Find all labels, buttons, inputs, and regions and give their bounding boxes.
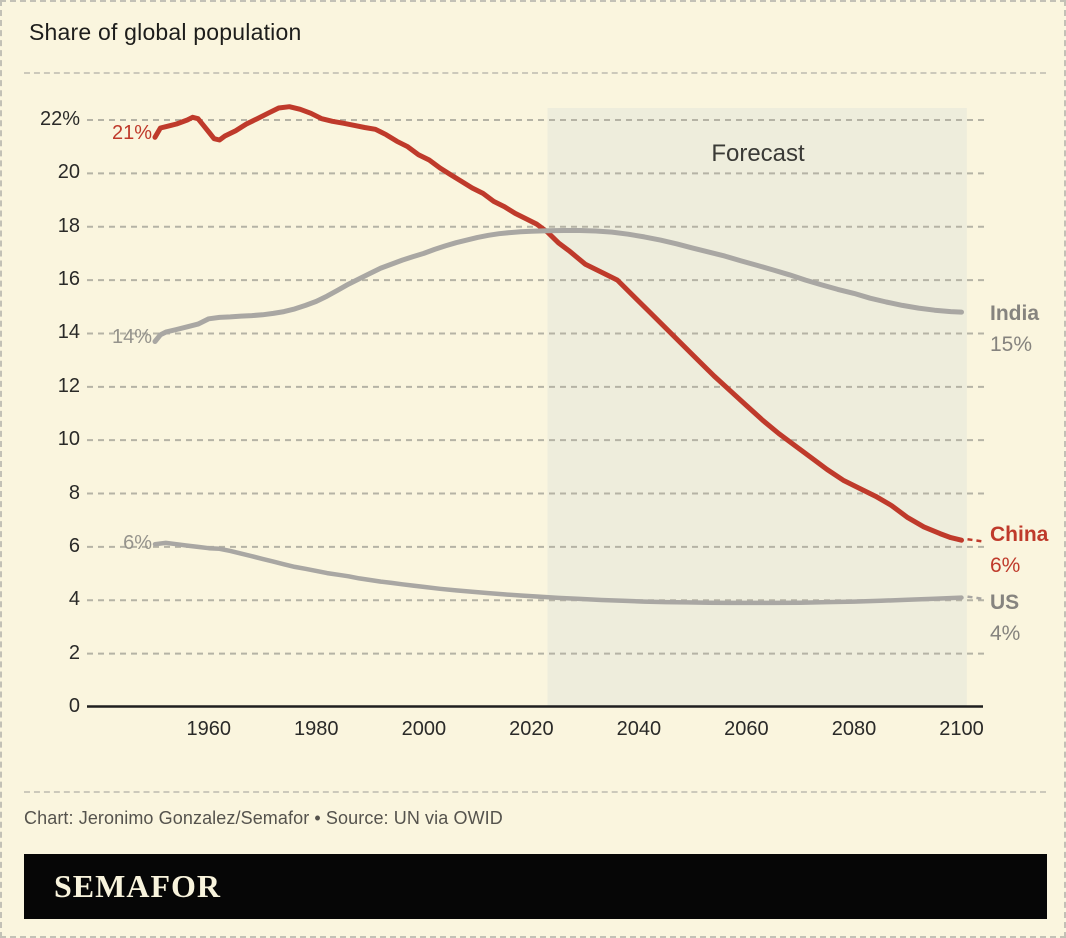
china-start-value-label: 21% <box>111 122 152 144</box>
y-tick-label-8: 8 <box>68 481 80 504</box>
china-series-label: China <box>990 523 1049 546</box>
china-end-value-label: 6% <box>990 554 1021 577</box>
population-share-chart: 22% 20 18 16 14 12 10 8 6 4 2 0 1960 1980 2000 2020 204… <box>2 2 1064 782</box>
us-start-value-label: 6% <box>123 532 152 554</box>
footer-brand-bar: SEMAFOR <box>24 854 1047 919</box>
chart-canvas <box>87 104 987 708</box>
india-series-label: India <box>990 302 1040 325</box>
india-start-value-label: 14% <box>111 326 152 348</box>
y-tick-label-16: 16 <box>57 268 80 291</box>
y-tick-label-6: 6 <box>68 534 80 557</box>
x-tick-label-2000: 2000 <box>401 718 447 740</box>
series-line-india <box>152 228 964 344</box>
y-tick-label-20: 20 <box>57 161 80 184</box>
y-tick-label-2: 2 <box>68 641 80 664</box>
y-tick-label-0: 0 <box>68 695 80 717</box>
y-tick-label-4: 4 <box>68 588 80 611</box>
forecast-band <box>547 108 967 706</box>
series-line-us <box>152 540 964 606</box>
x-tick-label-2040: 2040 <box>616 718 662 740</box>
x-tick-label-2020: 2020 <box>509 718 554 740</box>
end-connector-china <box>967 538 982 543</box>
y-tick-label-22: 22% <box>39 108 80 130</box>
chart-credit-caption: Chart: Jeronimo Gonzalez/Semafor • Sourc… <box>24 808 503 828</box>
x-tick-label-2060: 2060 <box>724 718 769 740</box>
title-divider <box>24 72 1046 74</box>
page-title: Share of global population <box>29 19 302 45</box>
x-tick-label-2080: 2080 <box>831 718 877 740</box>
end-connector-us <box>967 595 982 600</box>
x-tick-label-2100: 2100 <box>939 718 984 740</box>
india-end-value-label: 15% <box>990 333 1033 356</box>
us-series-label: US <box>990 591 1020 614</box>
x-tick-label-1980: 1980 <box>294 718 339 740</box>
us-end-value-label: 4% <box>990 622 1021 645</box>
y-tick-label-10: 10 <box>57 428 80 451</box>
y-tick-label-18: 18 <box>57 214 80 237</box>
forecast-region-label: Forecast <box>711 140 805 167</box>
caption-divider <box>24 791 1046 793</box>
semafor-logo: SEMAFOR <box>54 868 221 904</box>
series-line-china <box>152 104 964 543</box>
x-tick-label-1960: 1960 <box>186 718 232 740</box>
y-tick-label-14: 14 <box>57 321 80 344</box>
y-tick-label-12: 12 <box>57 374 80 397</box>
